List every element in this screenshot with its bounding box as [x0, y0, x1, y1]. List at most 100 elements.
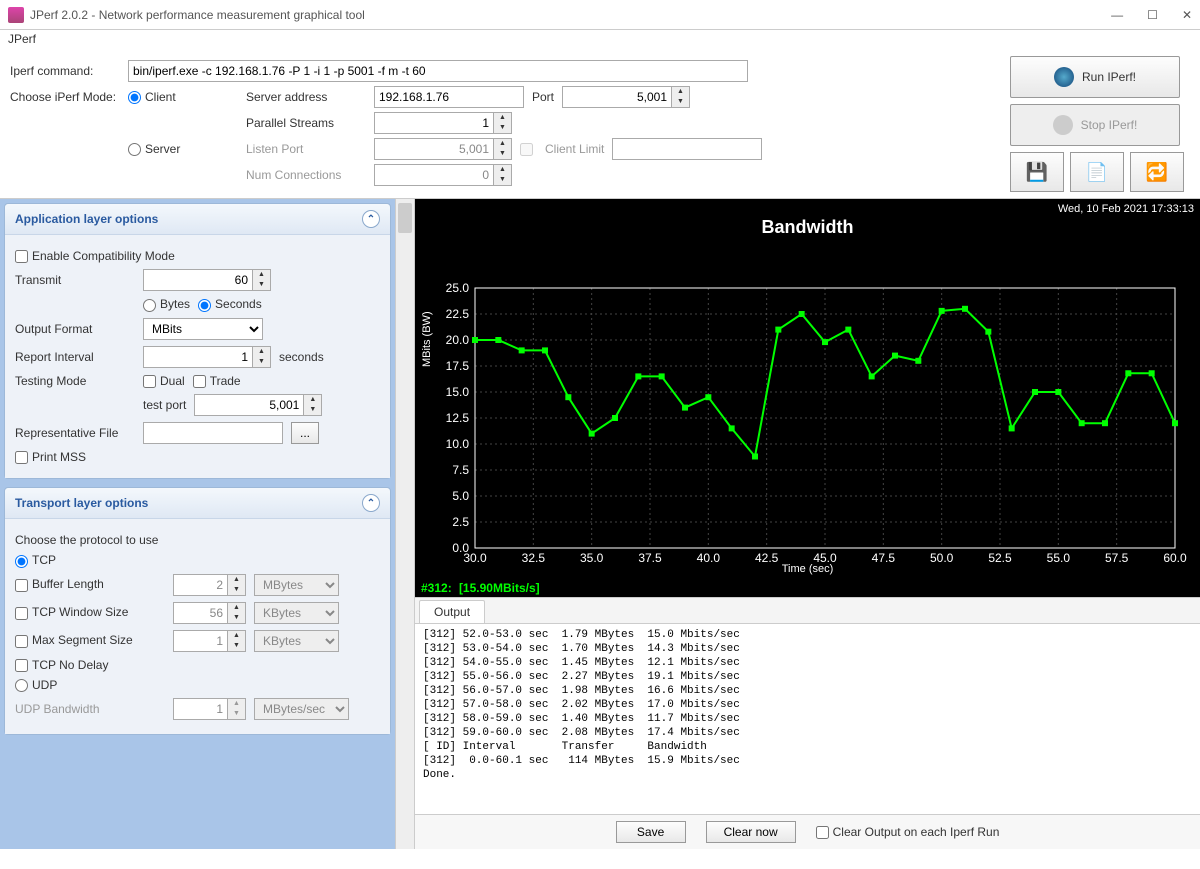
representative-file-label: Representative File	[15, 426, 135, 440]
svg-text:42.5: 42.5	[755, 551, 779, 565]
output-format-select[interactable]: MBits	[143, 318, 263, 340]
svg-text:50.0: 50.0	[930, 551, 954, 565]
tcp-window-input	[173, 602, 228, 624]
clear-now-button[interactable]: Clear now	[706, 821, 796, 843]
application-layer-panel: Application layer options ⌃ Enable Compa…	[4, 203, 391, 479]
svg-text:5.0: 5.0	[452, 489, 469, 503]
chart-xlabel: Time (sec)	[782, 563, 834, 575]
svg-text:60.0: 60.0	[1163, 551, 1187, 565]
chart-ylabel: MBits (BW)	[421, 311, 433, 367]
app-panel-title: Application layer options	[15, 212, 158, 226]
browse-button[interactable]: ...	[291, 422, 319, 444]
seconds-radio[interactable]: Seconds	[198, 297, 262, 311]
max-segment-unit: KBytes	[254, 630, 339, 652]
output-format-label: Output Format	[15, 322, 135, 336]
representative-file-input[interactable]	[143, 422, 283, 444]
collapse-icon[interactable]: ⌃	[362, 494, 380, 512]
compat-checkbox[interactable]: Enable Compatibility Mode	[15, 249, 175, 263]
svg-text:12.5: 12.5	[446, 411, 470, 425]
svg-text:57.5: 57.5	[1105, 551, 1129, 565]
bandwidth-chart: Wed, 10 Feb 2021 17:33:13 Bandwidth MBit…	[415, 199, 1200, 579]
buffer-length-unit: MBytes	[254, 574, 339, 596]
report-interval-label: Report Interval	[15, 350, 135, 364]
run-icon	[1054, 67, 1074, 87]
udp-bandwidth-unit: MBytes/sec	[254, 698, 349, 720]
svg-text:20.0: 20.0	[446, 333, 470, 347]
svg-text:52.5: 52.5	[988, 551, 1012, 565]
svg-text:47.5: 47.5	[872, 551, 896, 565]
menu-bar[interactable]: JPerf	[0, 30, 1200, 50]
clear-each-checkbox[interactable]: Clear Output on each Iperf Run	[816, 825, 1000, 839]
svg-text:30.0: 30.0	[463, 551, 487, 565]
transmit-input[interactable]	[143, 269, 253, 291]
port-label: Port	[532, 90, 554, 104]
port-input[interactable]	[562, 86, 672, 108]
max-segment-input	[173, 630, 228, 652]
collapse-icon[interactable]: ⌃	[362, 210, 380, 228]
client-radio[interactable]: Client	[128, 90, 176, 104]
client-limit-checkbox	[520, 143, 533, 156]
svg-text:10.0: 10.0	[446, 437, 470, 451]
print-mss-checkbox[interactable]: Print MSS	[15, 450, 86, 464]
test-port-label: test port	[143, 398, 186, 412]
left-scrollbar[interactable]	[395, 199, 415, 849]
iperf-command-label: Iperf command:	[10, 64, 120, 78]
iperf-command-input[interactable]	[128, 60, 748, 82]
stop-icon	[1053, 115, 1073, 135]
udp-bandwidth-label: UDP Bandwidth	[15, 702, 165, 716]
svg-text:35.0: 35.0	[580, 551, 604, 565]
svg-text:17.5: 17.5	[446, 359, 470, 373]
svg-text:32.5: 32.5	[522, 551, 546, 565]
app-icon	[8, 7, 24, 23]
window-title: JPerf 2.0.2 - Network performance measur…	[30, 8, 1111, 22]
max-segment-checkbox[interactable]: Max Segment Size	[15, 633, 165, 647]
server-address-input[interactable]	[374, 86, 524, 108]
close-icon[interactable]: ✕	[1182, 8, 1192, 22]
parallel-streams-label: Parallel Streams	[246, 116, 366, 130]
client-limit-label: Client Limit	[545, 142, 604, 156]
choose-protocol-label: Choose the protocol to use	[15, 533, 380, 547]
save-button[interactable]: Save	[616, 821, 686, 843]
title-bar: JPerf 2.0.2 - Network performance measur…	[0, 0, 1200, 30]
num-connections-input	[374, 164, 494, 186]
tcp-nodelay-checkbox[interactable]: TCP No Delay	[15, 658, 108, 672]
chart-status: #312: [15.90MBits/s]	[415, 579, 1200, 597]
svg-text:40.0: 40.0	[697, 551, 721, 565]
svg-text:37.5: 37.5	[638, 551, 662, 565]
svg-text:22.5: 22.5	[446, 307, 470, 321]
svg-text:2.5: 2.5	[452, 515, 469, 529]
chart-timestamp: Wed, 10 Feb 2021 17:33:13	[1058, 203, 1194, 215]
spin-up-icon[interactable]: ▲	[672, 87, 689, 97]
svg-text:15.0: 15.0	[446, 385, 470, 399]
tcp-window-checkbox[interactable]: TCP Window Size	[15, 605, 165, 619]
udp-radio[interactable]: UDP	[15, 678, 57, 692]
listen-port-label: Listen Port	[246, 142, 366, 156]
parallel-streams-input[interactable]	[374, 112, 494, 134]
stop-iperf-button: Stop IPerf!	[1010, 104, 1180, 146]
udp-bandwidth-input	[173, 698, 228, 720]
num-connections-label: Num Connections	[246, 168, 366, 182]
minimize-icon[interactable]: —	[1111, 8, 1123, 22]
output-tab[interactable]: Output	[419, 600, 485, 623]
report-interval-input[interactable]	[143, 346, 253, 368]
output-textarea[interactable]	[415, 624, 1200, 814]
svg-text:25.0: 25.0	[446, 281, 470, 295]
save-icon-button[interactable]: 💾	[1010, 152, 1064, 192]
buffer-length-checkbox[interactable]: Buffer Length	[15, 577, 165, 591]
transport-layer-panel: Transport layer options ⌃ Choose the pro…	[4, 487, 391, 735]
refresh-icon-button[interactable]: 🔁	[1130, 152, 1184, 192]
server-radio[interactable]: Server	[128, 142, 180, 156]
listen-port-input	[374, 138, 494, 160]
svg-text:7.5: 7.5	[452, 463, 469, 477]
document-icon-button[interactable]: 📄	[1070, 152, 1124, 192]
tcp-radio[interactable]: TCP	[15, 553, 56, 567]
run-iperf-button[interactable]: Run IPerf!	[1010, 56, 1180, 98]
dual-checkbox[interactable]: Dual	[143, 374, 185, 388]
buffer-length-input	[173, 574, 228, 596]
bytes-radio[interactable]: Bytes	[143, 297, 190, 311]
svg-text:55.0: 55.0	[1047, 551, 1071, 565]
trade-checkbox[interactable]: Trade	[193, 374, 241, 388]
test-port-input[interactable]	[194, 394, 304, 416]
maximize-icon[interactable]: ☐	[1147, 8, 1158, 22]
spin-down-icon[interactable]: ▼	[672, 97, 689, 107]
